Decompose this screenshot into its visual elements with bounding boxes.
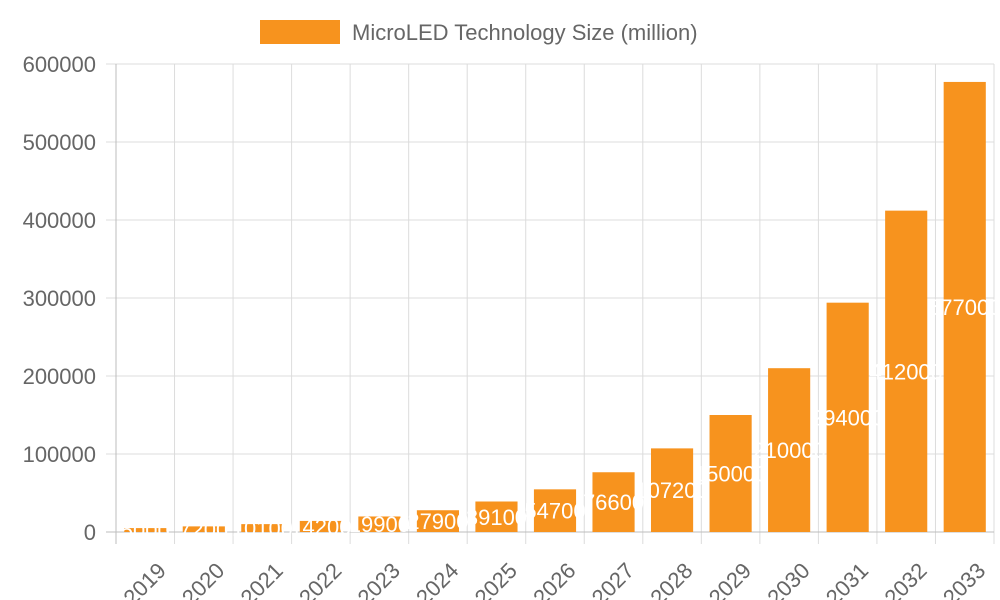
y-tick-label: 600000 (23, 52, 96, 77)
bar (943, 81, 986, 532)
legend-label: MicroLED Technology Size (million) (352, 20, 698, 45)
legend-swatch (260, 20, 340, 44)
data-label: 27900 (407, 509, 468, 534)
data-label: 76600 (583, 490, 644, 515)
y-tick-label: 0 (84, 520, 96, 545)
data-label: 210000 (752, 438, 825, 463)
bar (358, 516, 401, 532)
x-tick-label: 2029 (704, 558, 756, 600)
x-tick-label: 2028 (645, 558, 697, 600)
x-tick-label: 2021 (236, 558, 288, 600)
bar (709, 415, 752, 532)
bar (416, 510, 460, 532)
x-tick-label: 2033 (938, 558, 990, 600)
y-tick-label: 200000 (23, 364, 96, 389)
x-tick-label: 2030 (762, 558, 814, 600)
data-label: 10100 (232, 516, 293, 541)
bar (826, 302, 869, 532)
y-tick-label: 300000 (23, 286, 96, 311)
bar (592, 472, 635, 532)
x-axis-tick-labels: 2019 2020 2021 2022 2023 2024 2025 2026 2027 2028… (119, 558, 991, 600)
data-label: 39100 (466, 505, 527, 530)
bar (885, 210, 928, 532)
vertical-gridlines (174, 64, 995, 544)
legend: MicroLED Technology Size (million) (260, 20, 698, 45)
data-label: 5000 (121, 518, 170, 543)
data-label: 54700 (524, 499, 585, 524)
y-tick-label: 400000 (23, 208, 96, 233)
x-tick-label: 2019 (119, 558, 171, 600)
data-label: 577000 (928, 295, 1000, 320)
data-label: 107200 (635, 478, 708, 503)
data-label: 14200 (290, 514, 351, 539)
data-label: 412000 (869, 359, 942, 384)
x-tick-label: 2031 (821, 558, 873, 600)
data-label: 19900 (349, 512, 410, 537)
bar (299, 520, 342, 532)
bar (182, 526, 225, 532)
x-tick-label: 2023 (353, 558, 405, 600)
x-tick-label: 2032 (879, 558, 931, 600)
data-label: 7200 (179, 517, 228, 542)
bar (475, 501, 518, 532)
data-label: 150000 (694, 462, 767, 487)
data-labels: 5000 7200 10100142001990027900391005470076… (121, 295, 1000, 543)
x-tick-label: 2020 (177, 558, 229, 600)
data-label: 294000 (811, 405, 884, 430)
x-tick-label: 2025 (470, 558, 522, 600)
x-tick-label: 2027 (587, 558, 639, 600)
bar (768, 368, 811, 532)
bars (124, 81, 986, 532)
bar (533, 489, 577, 532)
x-tick-label: 2024 (411, 558, 463, 600)
bar (241, 524, 284, 532)
bar (650, 448, 694, 532)
y-tick-label: 100000 (23, 442, 96, 467)
x-tick-label: 2022 (294, 558, 346, 600)
x-tick-label: 2026 (528, 558, 580, 600)
y-tick-label: 500000 (23, 130, 96, 155)
y-axis-tick-labels: 0 100000 200000 300000 400000 500000 600000 (23, 52, 96, 545)
bar (124, 528, 167, 532)
